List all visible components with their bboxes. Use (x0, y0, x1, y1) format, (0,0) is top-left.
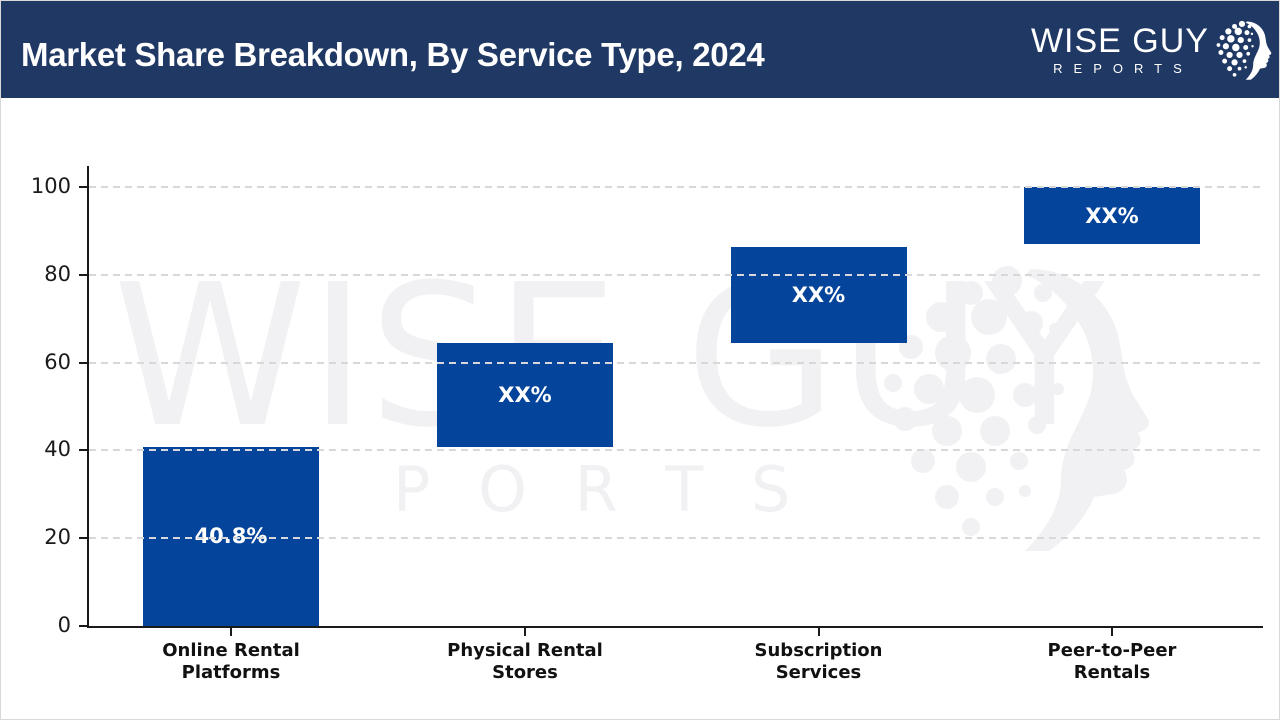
bar-4: XX% (1024, 187, 1200, 245)
y-axis-tick (79, 186, 87, 188)
gridline (89, 186, 1263, 188)
y-axis-tick (79, 273, 87, 276)
watermark-text-line2: P O R T S (393, 453, 805, 526)
y-axis-tick-label: 40 (44, 437, 71, 462)
x-axis-line (87, 626, 1263, 628)
gridline (89, 273, 1263, 276)
y-axis-tick (79, 537, 87, 540)
bar-1: 40.8% (143, 446, 319, 626)
bar-value-label: 40.8% (194, 524, 268, 549)
y-axis-line (87, 166, 89, 628)
y-axis-tick (79, 449, 87, 452)
x-axis-category-label: Online Rental Platforms (162, 640, 300, 683)
wiseguy-logo: WISE GUY REPORTS (1031, 7, 1273, 93)
x-axis-tick (524, 628, 526, 636)
x-axis-category-label: Subscription Services (754, 640, 883, 683)
gridline (89, 361, 1263, 364)
header-bar: Market Share Breakdown, By Service Type,… (1, 1, 1279, 98)
wiseguy-logo-text: WISE GUY REPORTS (1030, 22, 1209, 76)
x-axis-category-label: Peer-to-Peer Rentals (1047, 640, 1177, 683)
gridline (89, 537, 1263, 540)
y-axis-tick-label: 80 (44, 261, 71, 286)
bar-3: XX% (730, 247, 907, 343)
x-axis-tick (817, 628, 820, 636)
y-axis-tick-label: 20 (44, 525, 71, 550)
x-axis-category-label: Physical Rental Stores (447, 640, 603, 683)
bar-2: XX% (437, 342, 613, 447)
bar-value-label: XX% (1085, 203, 1139, 228)
gridline (89, 449, 1263, 452)
y-axis-tick-label: 60 (44, 349, 71, 374)
y-axis-tick (79, 625, 87, 627)
wiseguy-head-icon (1216, 20, 1272, 80)
x-axis-tick (1111, 628, 1113, 636)
y-axis-tick-label: 0 (57, 613, 71, 637)
logo-brand-subtitle: REPORTS (1053, 60, 1193, 76)
bar-value-label: XX% (791, 282, 846, 307)
y-axis-tick-label: 100 (30, 174, 71, 198)
y-axis-tick (79, 361, 87, 364)
chart-title: Market Share Breakdown, By Service Type,… (21, 36, 765, 73)
logo-brand-name: WISE GUY (1030, 22, 1209, 61)
x-axis-tick (230, 628, 232, 636)
bar-value-label: XX% (498, 382, 552, 407)
